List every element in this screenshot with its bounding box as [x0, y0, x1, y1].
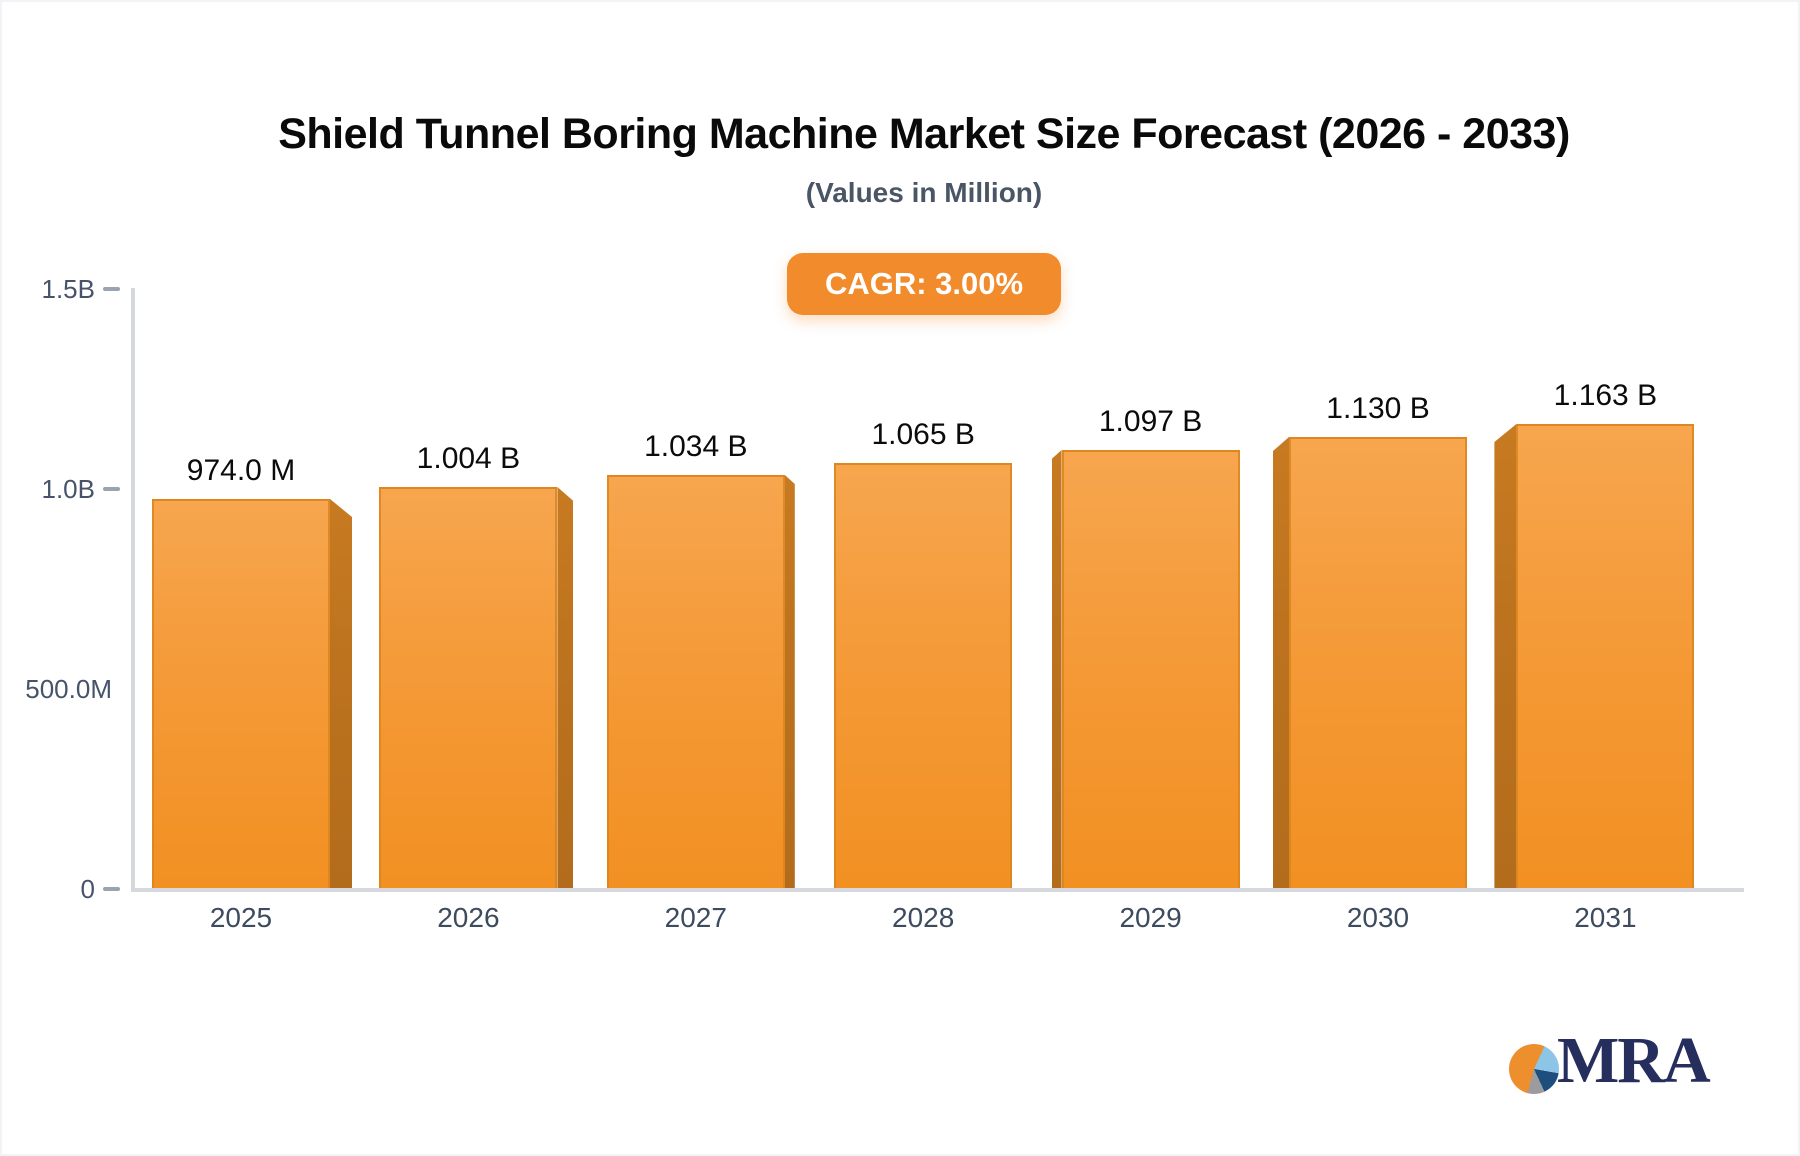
x-axis-label-2027: 2027	[664, 902, 727, 933]
bar-2031	[1516, 424, 1695, 889]
bar-value-label-2025: 974.0 M	[186, 454, 296, 487]
bar-2025	[152, 499, 330, 889]
y-tick-label: 1.0B	[41, 474, 96, 504]
x-axis-label-2025: 2025	[209, 902, 273, 933]
bar-2029-3d-side	[1051, 450, 1062, 889]
bar-2029	[1061, 450, 1240, 889]
bar-value-label-2030: 1.130 B	[1326, 392, 1430, 425]
bar-2028	[834, 463, 1013, 889]
y-tick-label: 1.5B	[41, 274, 96, 304]
bar-value-label-2031: 1.163 B	[1553, 379, 1658, 412]
bar-value-label-2029: 1.097 B	[1098, 405, 1203, 438]
x-axis-label-2028: 2028	[892, 902, 955, 933]
x-axis-label-2029: 2029	[1119, 902, 1182, 933]
bar-2030-3d-side	[1273, 437, 1289, 889]
bar-value-label-2026: 1.004 B	[416, 442, 521, 475]
bar-value-label-2028: 1.065 B	[871, 418, 975, 451]
x-axis-label-2030: 2030	[1346, 902, 1410, 933]
bar-2027	[606, 475, 785, 889]
bar-2030	[1289, 437, 1467, 889]
bar-value-label-2027: 1.034 B	[644, 430, 748, 463]
mra-logo-text: MRA	[1557, 1024, 1711, 1097]
y-tick-dash	[103, 887, 120, 891]
mra-pie-chart-icon	[1509, 1044, 1559, 1094]
chart-subtitle: (Values in Million)	[805, 177, 1043, 208]
x-axis-label-2031: 2031	[1574, 902, 1637, 933]
x-axis-label-2026: 2026	[437, 902, 500, 933]
y-tick-dash	[103, 287, 120, 291]
bar-2026-3d-side	[557, 487, 574, 889]
y-tick-label: 0	[80, 874, 95, 904]
bar-2031-3d-side	[1494, 424, 1517, 889]
bar-2025-3d-side	[330, 499, 352, 889]
x-axis-line	[131, 888, 1744, 892]
y-tick-dash	[103, 487, 120, 491]
cagr-badge: CAGR: 3.00%	[786, 253, 1062, 315]
mra-logo: MRA	[1509, 1024, 1711, 1097]
y-axis-line	[131, 288, 135, 892]
chart-header: Shield Tunnel Boring Machine Market Size…	[50, 2, 1798, 315]
chart-title: Shield Tunnel Boring Machine Market Size…	[278, 110, 1570, 158]
y-tick-label: 500.0M	[25, 674, 112, 704]
bar-2027-3d-side	[784, 475, 795, 889]
bar-2026	[379, 487, 558, 889]
